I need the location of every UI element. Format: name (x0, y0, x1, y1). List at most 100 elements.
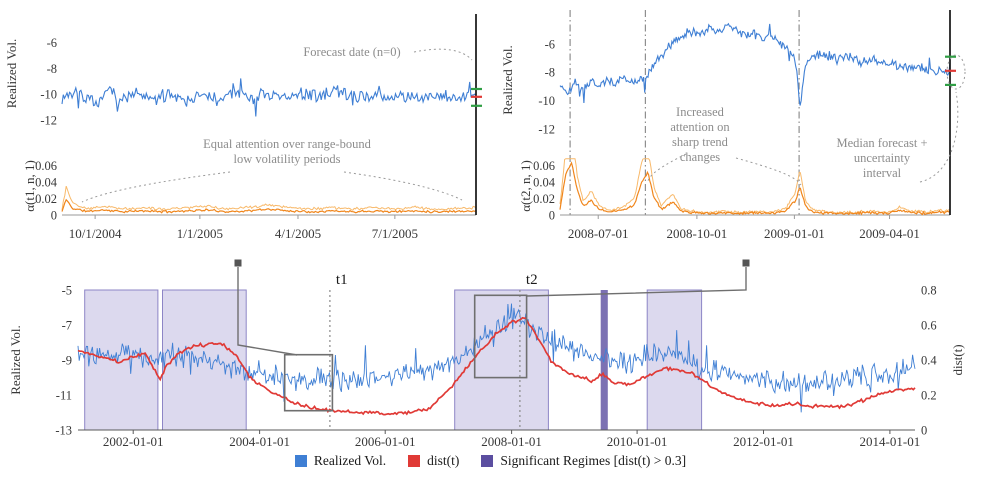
y-tick-label: -12 (40, 114, 57, 128)
y-tick-label: -6 (545, 37, 555, 51)
annotation-median: Median forecast + uncertainty interval (836, 136, 927, 180)
y-tick-label: -7 (62, 319, 72, 333)
regime-band (84, 289, 159, 431)
y-axis-title-dist: dist(t) (950, 344, 965, 375)
y-tick-label: -12 (538, 122, 555, 136)
x-tick-label: 2014-01-01 (860, 434, 921, 449)
significant-regimes (84, 289, 703, 431)
x-axis: 10/1/2004 1/1/2005 4/1/2005 7/1/2005 (62, 214, 476, 241)
connector-line (237, 267, 298, 356)
x-tick-label: 2008-07-01 (568, 226, 629, 241)
y-tick-label: 0 (51, 209, 57, 223)
x-axis: 2002-01-01 2004-01-01 2006-01-01 2008-01-01… (78, 429, 921, 449)
attention-weights (559, 161, 951, 216)
y-axis-realized-vol: -6 -8 -10 -12 Realized Vol. (4, 36, 57, 128)
forecast-uncertainty-ellipse (946, 54, 966, 90)
y-tick-label: 0 (921, 424, 927, 438)
legend: Realized Vol. dist(t) Significant Regime… (0, 453, 981, 469)
y-tick-label: -9 (62, 354, 72, 368)
y-tick-label: 0.6 (921, 319, 937, 333)
x-tick-label: 7/1/2005 (372, 226, 418, 241)
chart-regimes-timeline: -5 -7 -9 -11 -13 Realized Vol. 0.8 0.6 0.4 0.2 0 di… (8, 259, 965, 449)
legend-item-dist: dist(t) (408, 453, 459, 469)
x-tick-label: 4/1/2005 (275, 226, 321, 241)
annotation-equal: Equal attention over range-bound low vola… (203, 137, 371, 166)
y-tick-label: -8 (47, 62, 57, 76)
y-axis-title-attention: α(t1, n, 1) (22, 160, 37, 212)
y-tick-label: 0.02 (533, 192, 555, 206)
connector-square (234, 259, 242, 267)
y-tick-label: 0.04 (35, 175, 58, 189)
legend-label-dist: dist(t) (427, 453, 460, 468)
y-tick-label: 0.06 (533, 159, 555, 173)
marker-label-t1: t1 (336, 272, 348, 288)
y-tick-label: -6 (47, 36, 57, 50)
y-tick-label: 0 (549, 209, 555, 223)
annotation-leader (343, 171, 463, 201)
y-axis-attention: 0.06 0.04 0.02 0 α(t2, n, 1) (518, 159, 556, 223)
x-tick-label: 2002-01-01 (103, 434, 164, 449)
x-tick-label: 2009-01-01 (764, 226, 825, 241)
y-axis-title-realized-vol: Realized Vol. (4, 39, 19, 109)
y-tick-label: 0.2 (921, 389, 937, 403)
y-tick-label: 0.02 (35, 192, 57, 206)
x-tick-label: 2012-01-01 (733, 434, 794, 449)
x-tick-label: 2010-01-01 (607, 434, 668, 449)
annotation-leader (413, 48, 473, 61)
y-axis-attention: 0.06 0.04 0.02 0 α(t1, n, 1) (22, 159, 58, 223)
y-tick-label: -8 (545, 66, 555, 80)
legend-label-regimes: Significant Regimes [dist(t) > 0.3] (500, 453, 687, 468)
annotation-leader (81, 171, 231, 203)
legend-swatch-realized-vol (294, 455, 307, 467)
chart-attention-t2: -6 -8 -10 -12 Realized Vol. 0.06 0.04 0.02 0 α(t2… (500, 10, 966, 241)
x-tick-label: 2008-10-01 (667, 226, 728, 241)
x-tick-label: 2004-01-01 (229, 434, 290, 449)
y-tick-label: 0.8 (921, 284, 937, 298)
zoom-box-t1 (283, 353, 334, 412)
y-axis-title-attention: α(t2, n, 1) (518, 160, 533, 212)
realized-vol-series (559, 22, 951, 106)
dist-series (77, 316, 916, 416)
x-tick-label: 1/1/2005 (177, 226, 223, 241)
y-axis-title-realized-vol: Realized Vol. (8, 325, 23, 395)
legend-label-realized-vol: Realized Vol. (313, 453, 387, 468)
legend-swatch-regimes (481, 455, 494, 467)
y-axis-realized-vol: -6 -8 -10 -12 Realized Vol. (500, 37, 555, 136)
x-tick-label: 2006-01-01 (355, 434, 416, 449)
x-tick-label: 10/1/2004 (69, 226, 122, 241)
realized-vol-series (61, 78, 477, 117)
annotation-leader (735, 157, 802, 186)
realized-vol-series (77, 303, 916, 413)
y-tick-label: -10 (538, 94, 555, 108)
legend-swatch-dist (408, 455, 421, 467)
y-axis-left: -5 -7 -9 -11 -13 Realized Vol. (8, 284, 72, 438)
y-axis-title-realized-vol: Realized Vol. (500, 45, 515, 115)
chart-attention-t1: -6 -8 -10 -12 Realized Vol. 0.06 0.04 0.02 0 α(t1… (4, 14, 482, 241)
annotation-leader (919, 91, 959, 183)
annotation-increased: Increased attention on sharp trend changes (670, 105, 730, 164)
attention-band (559, 158, 950, 215)
y-tick-label: -10 (40, 88, 57, 102)
x-axis: 2008-07-01 2008-10-01 2009-01-01 2009-04-01 (560, 214, 950, 241)
annotation-leader (647, 153, 687, 182)
y-tick-label: -5 (62, 284, 72, 298)
y-axis-right: 0.8 0.6 0.4 0.2 0 dist(t) (921, 284, 965, 438)
y-tick-label: 0.4 (921, 354, 937, 368)
y-tick-label: -11 (56, 389, 72, 403)
y-tick-label: 0.04 (533, 175, 556, 189)
annotation-forecast: Forecast date (n=0) (303, 45, 400, 59)
attention-band (61, 185, 477, 212)
regime-band (646, 289, 703, 431)
connector-square (742, 259, 750, 267)
regime-band (454, 289, 549, 431)
legend-item-realized-vol: Realized Vol. (294, 453, 387, 469)
x-tick-label: 2008-01-01 (481, 434, 542, 449)
attention-weights (61, 198, 477, 214)
legend-item-regimes: Significant Regimes [dist(t) > 0.3] (481, 453, 686, 469)
x-tick-label: 2009-04-01 (859, 226, 920, 241)
y-tick-label: 0.06 (35, 159, 57, 173)
connector-line (526, 267, 747, 297)
zoom-box-t2 (473, 294, 528, 379)
marker-label-t2: t2 (526, 272, 538, 288)
